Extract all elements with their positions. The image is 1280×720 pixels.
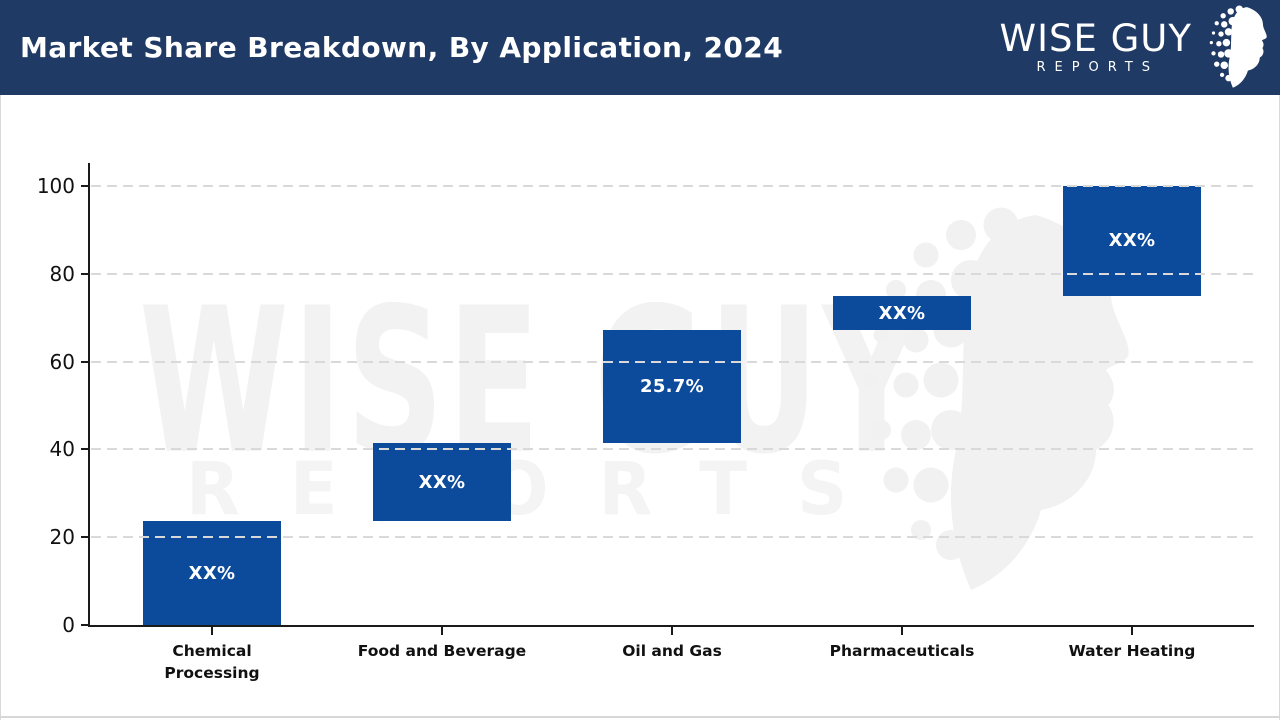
wiseguy-head-icon (1209, 5, 1267, 88)
logo-wordmark: WISE GUY (999, 17, 1192, 60)
header-bar: Market Share Breakdown, By Application, … (0, 0, 1280, 95)
bar-value-label: XX% (878, 302, 926, 324)
x-tick (1131, 626, 1133, 635)
bar-value-label: XX% (1108, 230, 1156, 252)
x-category-label: Water Heating (1068, 642, 1196, 660)
x-tick (671, 626, 673, 635)
bar: XX% (833, 296, 971, 331)
bar: XX% (143, 521, 281, 625)
y-tick (81, 272, 89, 275)
y-tick (81, 448, 89, 451)
bottom-border (0, 716, 1280, 718)
bar-value-label: XX% (418, 471, 466, 493)
gridline (91, 536, 1254, 539)
chart-canvas: WISE GUY REPORTS XX% Chemical Processing X… (0, 95, 1280, 720)
page-title: Market Share Breakdown, By Application, … (20, 31, 784, 64)
y-tick-label: 40 (49, 437, 75, 462)
x-category-label: Pharmaceuticals (829, 642, 975, 660)
x-tick (441, 626, 443, 635)
x-category-label: Food and Beverage (357, 642, 527, 660)
bar-value-label: 25.7% (640, 376, 704, 398)
y-tick-label: 100 (36, 173, 75, 198)
y-axis-spine (88, 163, 90, 627)
watermark-subtitle: REPORTS (186, 445, 898, 532)
gridline (91, 184, 1254, 187)
gridline (91, 272, 1254, 275)
y-tick-label: 20 (49, 525, 75, 550)
x-tick (211, 626, 213, 635)
y-tick (81, 624, 89, 626)
x-tick (901, 626, 903, 635)
y-tick (81, 536, 89, 539)
y-tick (81, 360, 89, 363)
y-tick-label: 60 (49, 349, 75, 374)
bar: XX% (1063, 185, 1201, 297)
watermark-head-icon (863, 207, 1129, 590)
x-axis-spine (88, 625, 1254, 627)
x-category-label: Chemical Processing (164, 642, 260, 683)
y-tick-label: 0 (62, 613, 75, 637)
y-tick (81, 184, 89, 187)
y-tick-label: 80 (49, 261, 75, 286)
gridline (91, 448, 1254, 451)
bar: 25.7% (603, 330, 741, 444)
bar-value-label: XX% (188, 562, 236, 584)
logo-text: WISE GUY REPORTS (1000, 20, 1192, 75)
wiseguy-logo: WISE GUY REPORTS (1000, 0, 1280, 95)
bar: XX% (373, 443, 511, 522)
logo-subtitle: REPORTS (1036, 60, 1160, 75)
x-category-label: Oil and Gas (622, 642, 722, 660)
gridline (91, 360, 1254, 363)
